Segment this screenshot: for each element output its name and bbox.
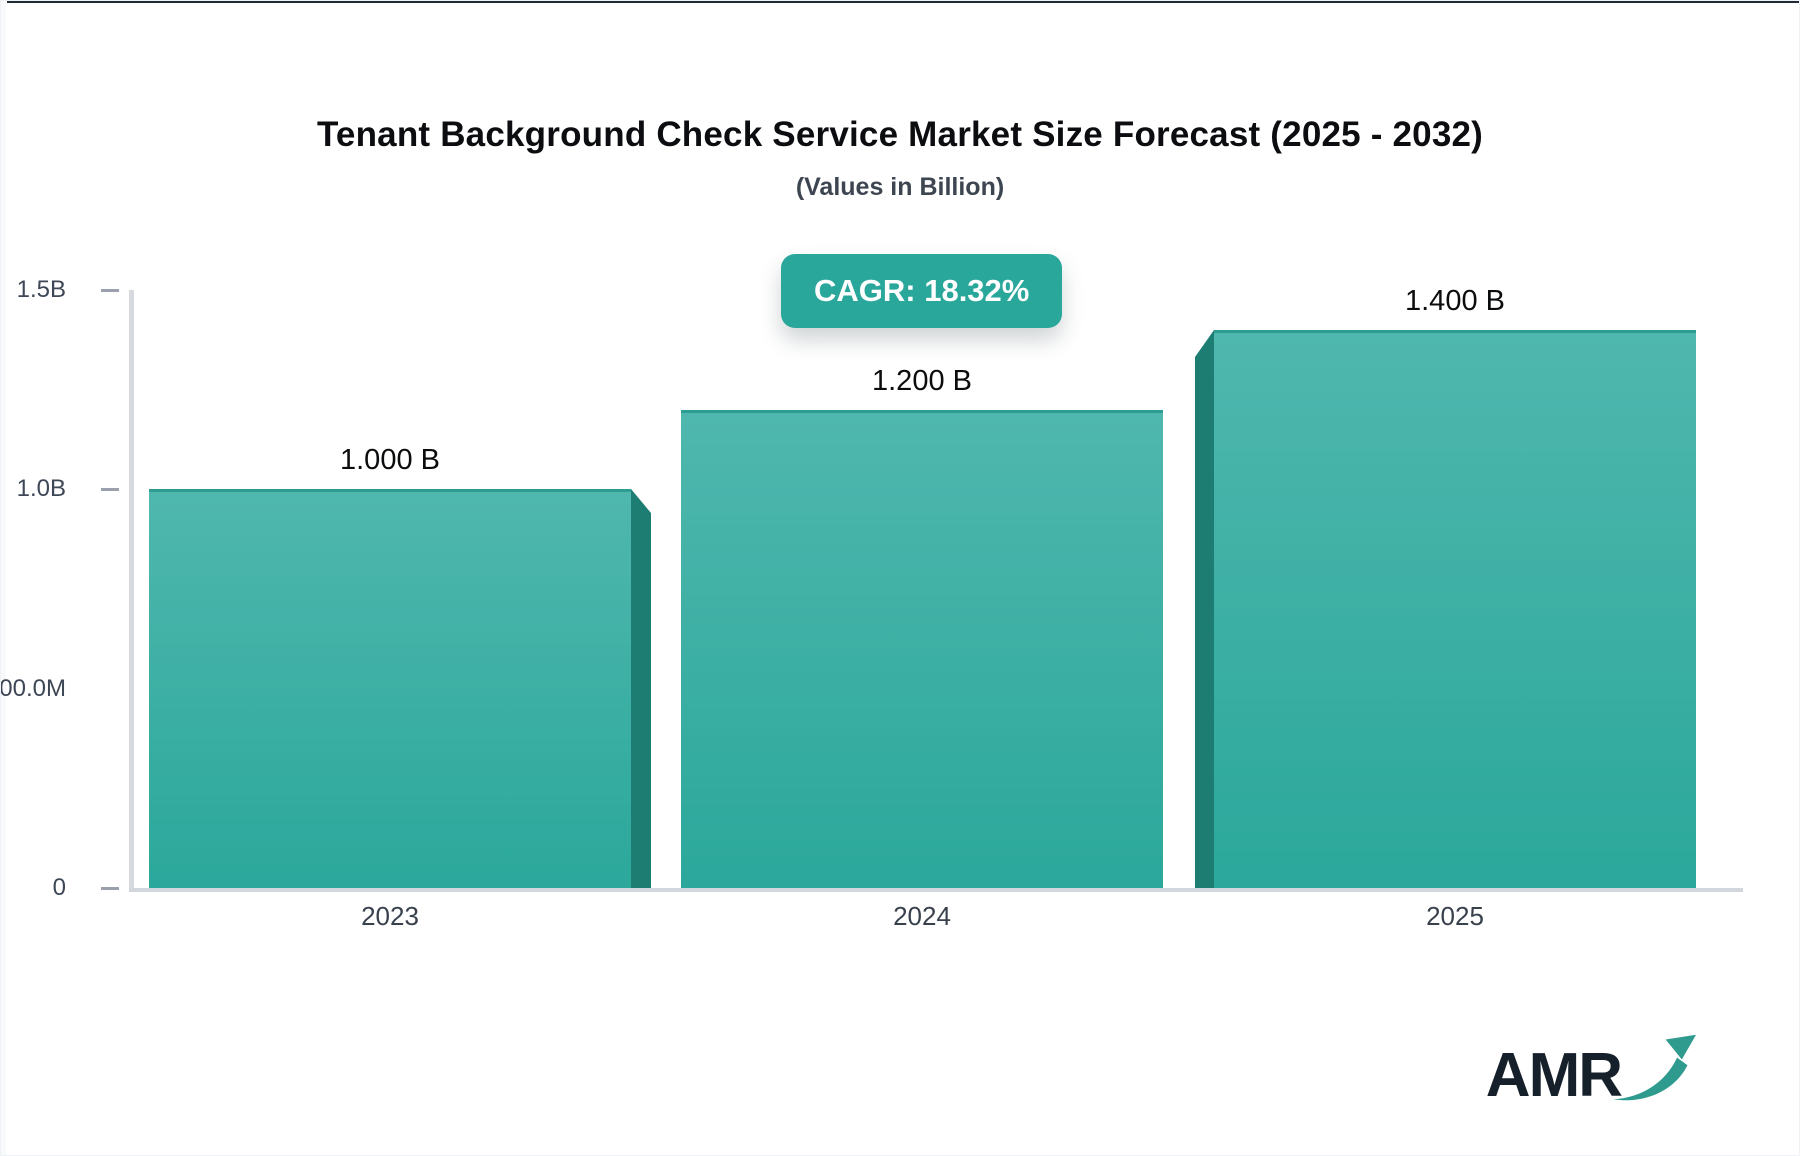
bar-value-label: 1.000 B [340,444,440,476]
y-tick-label: 1.0B [16,475,66,502]
x-axis-label-2023: 2023 [361,901,419,931]
y-tick-dash [101,488,119,491]
plot-area: 1.5B 1.0B 500.0M 0 1.000 B 2023 1.200 B … [1,276,1743,931]
y-axis-line [129,290,134,891]
y-tick-dash [101,289,119,292]
x-axis-label-2025: 2025 [1426,901,1484,931]
bar-2024 [681,410,1163,888]
bar-2025 [1214,330,1696,888]
bar-2023-3d-side [631,489,651,888]
chart-subtitle: (Values in Billion) [795,173,1005,201]
x-axis-baseline [129,888,1743,892]
amr-logo-text: AMR [1485,1041,1623,1110]
chart-title: Tenant Background Check Service Market S… [316,115,1484,154]
trend-up-arrow-icon [1613,1034,1697,1101]
y-tick-label: 1.5B [16,276,66,303]
left-border-strip [1,1,6,1155]
bar-value-label: 1.400 B [1405,285,1505,317]
bar-value-label: 1.200 B [872,365,972,397]
top-border-line [7,1,1799,3]
y-tick-label: 0 [52,874,66,901]
cagr-badge: CAGR: 18.32% [781,254,1063,328]
y-tick-dash [101,887,119,890]
bar-2023 [149,489,631,888]
x-axis-label-2024: 2024 [893,901,951,931]
amr-logo: AMR [1486,1031,1707,1107]
bar-2025-3d-side [1195,330,1214,888]
y-tick-label: 500.0M [0,675,66,702]
